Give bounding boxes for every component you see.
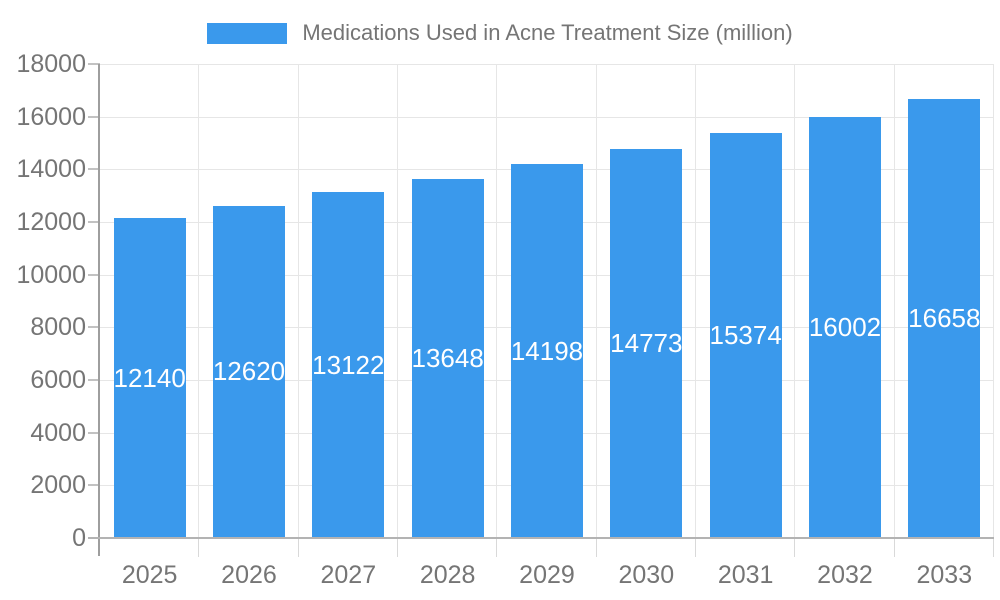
y-gridline xyxy=(100,64,994,65)
y-axis-tick xyxy=(88,273,100,276)
plot-area: 12140 12620 13122 13648 14198 14773 15374 16002… xyxy=(100,64,994,539)
bar-value-label: 16002 xyxy=(808,311,882,342)
x-axis-tick xyxy=(794,539,796,557)
x-axis-tick xyxy=(297,539,299,557)
bar-2026[interactable]: 12620 xyxy=(212,205,286,538)
y-axis-tick xyxy=(88,221,100,223)
bar-2032[interactable]: 16002 xyxy=(808,116,882,538)
y-axis-label: 18000 xyxy=(16,50,86,78)
y-axis-tick xyxy=(88,115,100,118)
x-axis-label-2032: 2032 xyxy=(817,561,873,589)
x-axis-tick xyxy=(198,539,200,557)
x-axis-label-2029: 2029 xyxy=(519,561,575,589)
bar-2028[interactable]: 13648 xyxy=(411,178,484,538)
bar-value-label: 13648 xyxy=(411,342,484,373)
y-axis-label: 14000 xyxy=(16,155,86,184)
bar-value-label: 14198 xyxy=(510,335,584,366)
y-gridline xyxy=(100,116,994,118)
y-axis-tick xyxy=(88,379,100,381)
bar-2033[interactable]: 16658 xyxy=(908,99,980,538)
bar-2027[interactable]: 13122 xyxy=(312,192,384,538)
x-gridline xyxy=(198,64,200,538)
y-axis-label: 0 xyxy=(72,524,86,552)
x-gridline xyxy=(794,64,796,538)
bar-value-label: 12620 xyxy=(212,356,286,387)
x-gridline xyxy=(595,64,597,538)
y-axis-label: 10000 xyxy=(16,260,86,289)
chart-legend[interactable]: Medications Used in Acne Treatment Size … xyxy=(0,20,1000,46)
x-axis-tick xyxy=(993,539,994,557)
bar-2025[interactable]: 12140 xyxy=(114,218,186,538)
bar-2031[interactable]: 15374 xyxy=(710,133,782,538)
x-gridline xyxy=(893,64,895,538)
x-gridline xyxy=(695,64,696,538)
x-axis-tick xyxy=(496,539,498,557)
x-axis-label-2027: 2027 xyxy=(320,561,377,589)
y-axis-tick xyxy=(88,431,100,434)
x-axis-label-2026: 2026 xyxy=(221,561,277,589)
y-axis-line xyxy=(98,64,100,556)
bar-value-label: 14773 xyxy=(610,327,683,358)
x-axis-label-2030: 2030 xyxy=(618,561,675,589)
x-axis-tick xyxy=(595,539,597,557)
x-axis-tick xyxy=(397,539,398,557)
x-gridline xyxy=(993,64,994,538)
bar-value-label: 15374 xyxy=(709,320,782,351)
x-axis-tick xyxy=(893,539,895,557)
y-axis-label: 2000 xyxy=(30,471,86,500)
y-axis-label: 4000 xyxy=(30,418,86,447)
x-gridline xyxy=(496,64,498,538)
bar-value-label: 13122 xyxy=(312,349,385,380)
bar-2029[interactable]: 14198 xyxy=(511,164,583,538)
y-axis-tick xyxy=(88,326,100,329)
x-axis-tick xyxy=(695,539,696,557)
x-axis-label-2025: 2025 xyxy=(121,561,178,589)
y-axis-label: 16000 xyxy=(16,102,86,131)
x-gridline xyxy=(297,64,299,538)
bar-2030[interactable]: 14773 xyxy=(610,148,683,538)
legend-swatch-icon xyxy=(207,22,288,44)
y-axis-label: 12000 xyxy=(16,208,86,236)
y-axis-tick xyxy=(88,484,100,487)
x-axis-label-2031: 2031 xyxy=(717,561,774,589)
y-axis-tick xyxy=(88,168,100,171)
legend-label: Medications Used in Acne Treatment Size … xyxy=(302,20,793,45)
x-gridline xyxy=(397,64,398,538)
x-axis-line xyxy=(88,537,994,539)
bar-value-label: 12140 xyxy=(113,362,186,393)
bar-value-label: 16658 xyxy=(908,303,981,334)
y-axis-label: 6000 xyxy=(30,366,86,394)
x-axis-label-2033: 2033 xyxy=(916,561,973,589)
x-axis-label-2028: 2028 xyxy=(419,561,476,589)
y-axis-label: 8000 xyxy=(30,313,86,342)
y-axis-tick xyxy=(88,63,100,65)
